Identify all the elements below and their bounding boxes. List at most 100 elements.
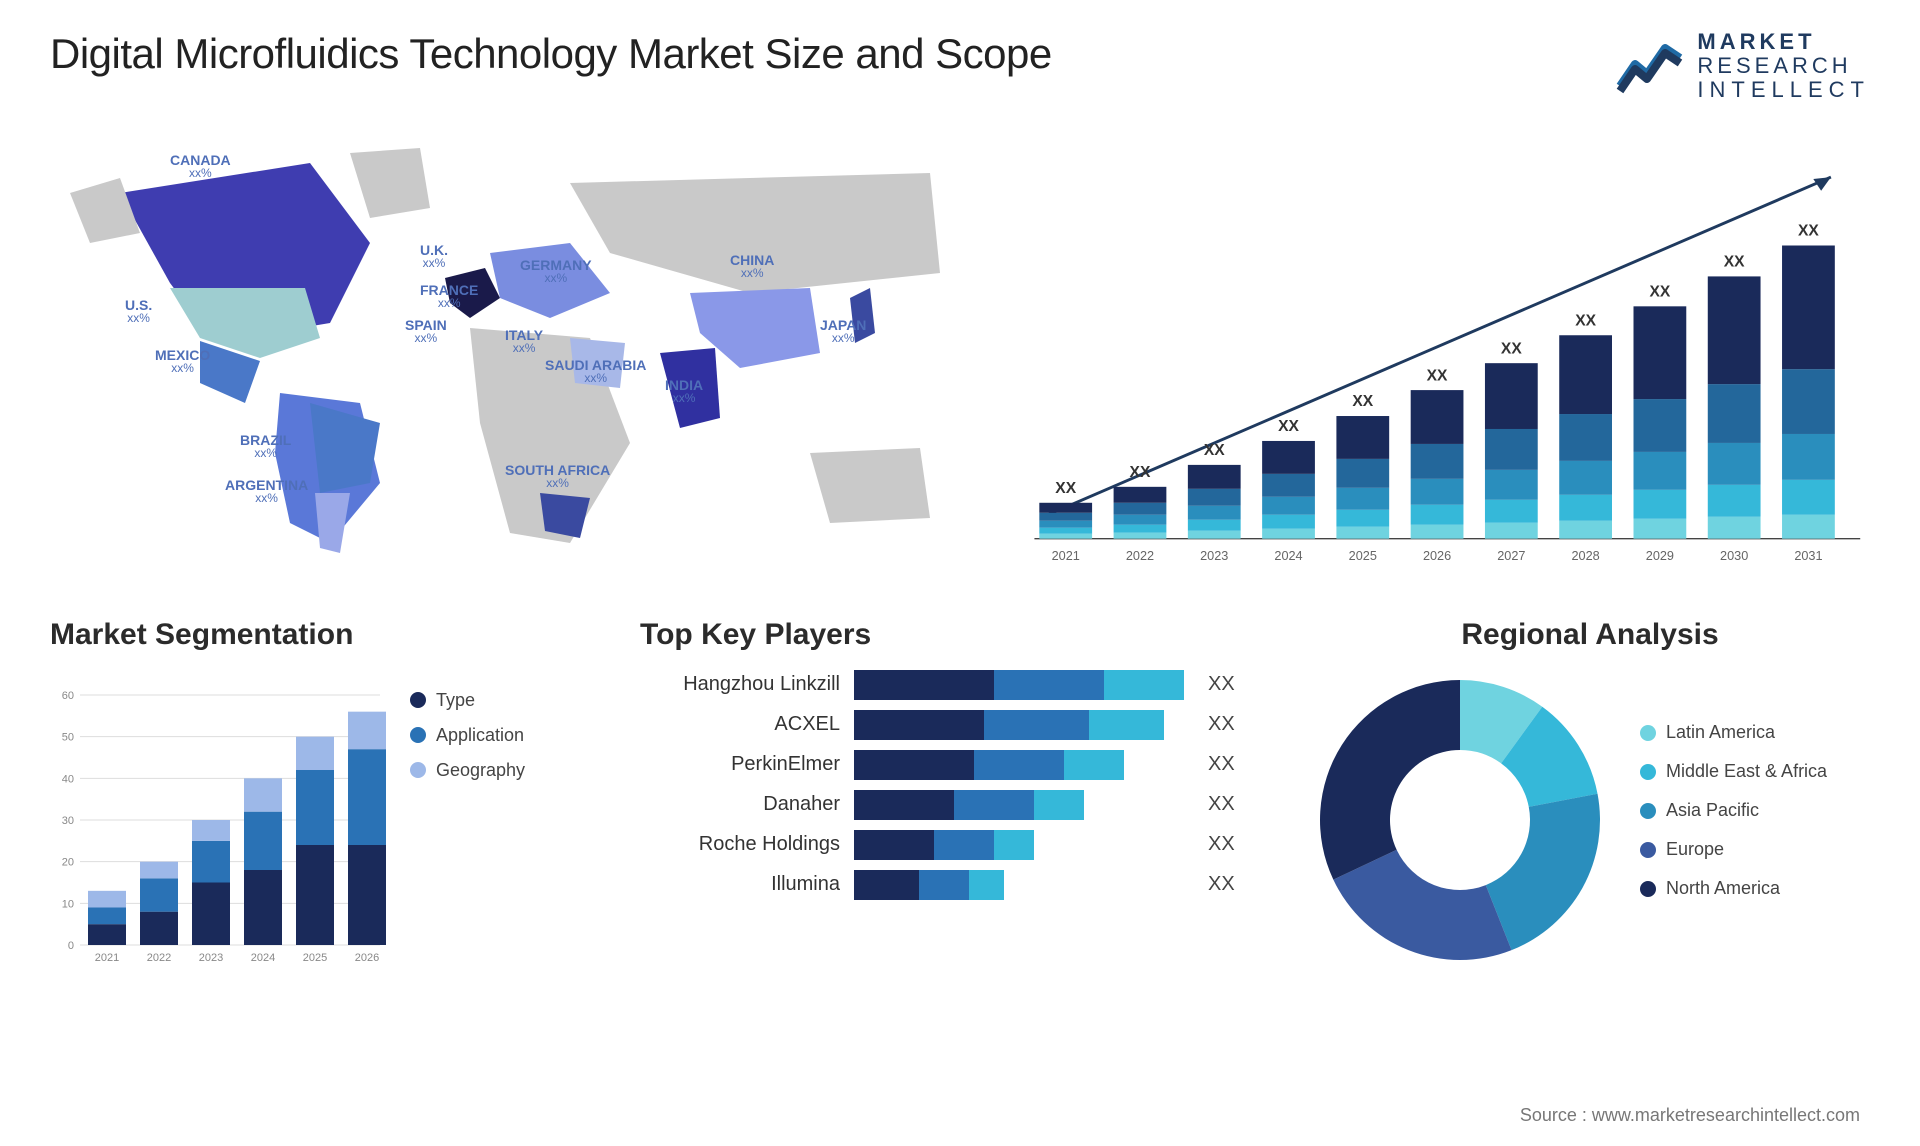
growth-bar-label: XX	[1649, 283, 1670, 300]
seg-bar-seg	[88, 890, 126, 907]
seg-bar-seg	[140, 878, 178, 911]
growth-bar-seg	[1262, 473, 1315, 496]
growth-bar-seg	[1188, 505, 1241, 519]
growth-bar-seg	[1708, 484, 1761, 516]
seg-bar-seg	[244, 778, 282, 811]
growth-bar-year: 2023	[1200, 549, 1228, 563]
segmentation-chart: 0102030405060202120222023202420252026	[50, 670, 390, 970]
player-name: PerkinElmer	[640, 753, 840, 776]
player-name: Hangzhou Linkzill	[640, 673, 840, 696]
page-root: Digital Microfluidics Technology Market …	[0, 0, 1920, 1146]
regional-legend: Latin AmericaMiddle East & AfricaAsia Pa…	[1640, 722, 1827, 917]
players-panel: Top Key Players Hangzhou LinkzillXXACXEL…	[640, 618, 1280, 1018]
seg-bar-seg	[348, 845, 386, 945]
player-bar-seg	[934, 830, 994, 860]
page-title: Digital Microfluidics Technology Market …	[50, 30, 1052, 78]
regional-title: Regional Analysis	[1310, 618, 1870, 652]
legend-item: Application	[410, 725, 525, 746]
growth-bar-seg	[1336, 458, 1389, 487]
growth-bar-seg	[1485, 363, 1538, 429]
map-label: SOUTH AFRICAxx%	[505, 463, 610, 490]
growth-bar-label: XX	[1798, 222, 1819, 239]
seg-bar-seg	[348, 749, 386, 845]
seg-bar-seg	[140, 911, 178, 944]
map-region-alaska	[70, 178, 140, 243]
map-label: BRAZILxx%	[240, 433, 291, 460]
growth-bar-year: 2030	[1720, 549, 1748, 563]
svg-text:20: 20	[62, 856, 74, 868]
map-label: SAUDI ARABIAxx%	[545, 358, 646, 385]
map-label: ITALYxx%	[505, 328, 543, 355]
svg-text:50: 50	[62, 731, 74, 743]
map-region-arg	[315, 493, 350, 553]
growth-bar-year: 2026	[1423, 549, 1451, 563]
growth-bar-seg	[1336, 509, 1389, 526]
player-bar-seg	[984, 710, 1089, 740]
growth-bar-year: 2025	[1349, 549, 1377, 563]
seg-bar-seg	[192, 820, 230, 841]
svg-text:2023: 2023	[199, 952, 223, 964]
svg-text:60: 60	[62, 690, 74, 702]
growth-bar-seg	[1411, 390, 1464, 444]
regional-donut	[1310, 670, 1610, 970]
player-bar	[854, 750, 1194, 780]
header: Digital Microfluidics Technology Market …	[50, 30, 1870, 103]
growth-bar-label: XX	[1501, 340, 1522, 357]
growth-bar-seg	[1411, 444, 1464, 479]
growth-bar-seg	[1114, 514, 1167, 524]
donut-slice	[1320, 680, 1460, 880]
growth-bar-seg	[1114, 532, 1167, 538]
growth-bar-seg	[1262, 514, 1315, 528]
seg-bar-seg	[348, 711, 386, 749]
growth-bar-seg	[1039, 520, 1092, 527]
brand-text: MARKET RESEARCH INTELLECT	[1697, 30, 1870, 103]
growth-bar-seg	[1485, 522, 1538, 538]
growth-bar-seg	[1485, 429, 1538, 470]
seg-bar-seg	[296, 845, 334, 945]
seg-bar-seg	[244, 811, 282, 869]
growth-bar-label: XX	[1130, 464, 1151, 481]
growth-bar-seg	[1188, 464, 1241, 488]
player-value: XX	[1208, 673, 1235, 696]
growth-bar-seg	[1039, 527, 1092, 533]
player-bar-seg	[854, 830, 934, 860]
map-region-greenland	[350, 148, 430, 218]
seg-bar-seg	[192, 882, 230, 945]
svg-text:2025: 2025	[303, 952, 327, 964]
player-row: ACXEL XX	[640, 710, 1280, 740]
player-bar-seg	[854, 670, 994, 700]
player-value: XX	[1208, 873, 1235, 896]
growth-bar-seg	[1559, 335, 1612, 414]
legend-item: Europe	[1640, 839, 1827, 860]
growth-bar-seg	[1039, 502, 1092, 512]
player-bar	[854, 870, 1194, 900]
growth-bar-seg	[1708, 384, 1761, 443]
growth-bar-seg	[1336, 487, 1389, 509]
map-label: FRANCExx%	[420, 283, 478, 310]
growth-bar-seg	[1708, 516, 1761, 538]
player-bar	[854, 790, 1194, 820]
legend-item: Geography	[410, 760, 525, 781]
segmentation-title: Market Segmentation	[50, 618, 610, 652]
growth-bar-seg	[1485, 499, 1538, 522]
player-bar-seg	[1089, 710, 1164, 740]
growth-bar-year: 2028	[1571, 549, 1599, 563]
player-bar-seg	[954, 790, 1034, 820]
svg-text:10: 10	[62, 898, 74, 910]
player-row: Roche HoldingsXX	[640, 830, 1280, 860]
growth-bar-seg	[1634, 489, 1687, 518]
growth-bar-seg	[1634, 518, 1687, 538]
player-name: ACXEL	[640, 713, 840, 736]
growth-bar-seg	[1559, 520, 1612, 538]
player-bar-seg	[1104, 670, 1184, 700]
growth-bar-seg	[1188, 530, 1241, 538]
growth-bar-year: 2024	[1274, 549, 1302, 563]
map-label: GERMANYxx%	[520, 258, 592, 285]
player-value: XX	[1208, 713, 1235, 736]
legend-item: Latin America	[1640, 722, 1827, 743]
growth-bar-seg	[1634, 451, 1687, 489]
seg-bar-seg	[296, 770, 334, 845]
map-label: JAPANxx%	[820, 318, 866, 345]
growth-bar-seg	[1039, 533, 1092, 538]
growth-bar-seg	[1114, 524, 1167, 532]
